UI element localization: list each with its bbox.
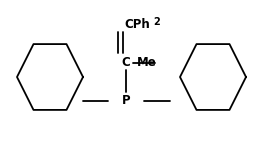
Text: P: P: [122, 94, 130, 107]
Text: C: C: [122, 56, 130, 69]
Text: CPh: CPh: [124, 17, 150, 31]
Text: Me: Me: [137, 56, 157, 69]
Text: 2: 2: [153, 17, 160, 27]
